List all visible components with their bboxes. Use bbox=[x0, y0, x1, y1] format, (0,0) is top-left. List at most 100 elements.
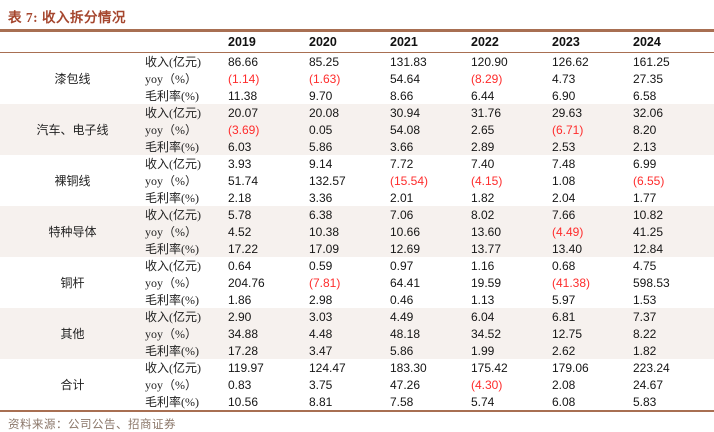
value-cell: (6.71) bbox=[552, 122, 584, 137]
category-cell: 裸铜线 bbox=[54, 174, 91, 188]
table-title: 表 7: 收入拆分情况 bbox=[8, 10, 126, 25]
value-cell: 17.28 bbox=[228, 343, 259, 358]
value-cell: 6.38 bbox=[309, 207, 333, 222]
table-row: yoy（%） (3.69) 0.05 54.08 2.65 (6.71) 8.20 bbox=[0, 121, 714, 138]
value-cell: 4.52 bbox=[228, 224, 252, 239]
value-cell: (15.54) bbox=[390, 173, 429, 188]
table-row: yoy（%） 204.76 (7.81) 64.41 19.59 (41.38) 598.5… bbox=[0, 274, 714, 291]
value-cell: 27.35 bbox=[633, 71, 664, 86]
value-cell: 34.88 bbox=[228, 326, 259, 341]
year-header: 2023 bbox=[552, 33, 633, 53]
value-cell: 6.58 bbox=[633, 88, 657, 103]
value-cell: (3.69) bbox=[228, 122, 260, 137]
value-cell: 3.66 bbox=[390, 139, 414, 154]
value-cell: 2.08 bbox=[552, 377, 576, 392]
value-cell: 2.89 bbox=[471, 139, 495, 154]
value-cell: (1.63) bbox=[309, 71, 341, 86]
value-cell: 1.99 bbox=[471, 343, 495, 358]
category-cell: 铜杆 bbox=[60, 276, 85, 290]
value-cell: 4.48 bbox=[309, 326, 333, 341]
metric-label: yoy（%） bbox=[145, 378, 197, 392]
value-cell: 51.74 bbox=[228, 173, 259, 188]
value-cell: 1.82 bbox=[471, 190, 495, 205]
metric-label: yoy（%） bbox=[145, 123, 197, 137]
value-cell: 13.60 bbox=[471, 224, 502, 239]
value-cell: 7.48 bbox=[552, 156, 576, 171]
value-cell: 119.97 bbox=[228, 360, 264, 375]
value-cell: 8.66 bbox=[390, 88, 414, 103]
value-cell: 31.76 bbox=[471, 105, 502, 120]
revenue-breakdown-table: 2019 2020 2021 2022 2023 2024 漆包线 收入(亿元) 8… bbox=[0, 33, 714, 410]
value-cell: 17.22 bbox=[228, 241, 259, 256]
value-cell: 12.69 bbox=[390, 241, 421, 256]
metric-label: 收入(亿元) bbox=[145, 55, 201, 69]
category-cell: 特种导体 bbox=[48, 225, 97, 239]
value-cell: 1.13 bbox=[471, 292, 495, 307]
value-cell: 3.75 bbox=[309, 377, 333, 392]
value-cell: 6.44 bbox=[471, 88, 495, 103]
metric-label: 毛利率(%) bbox=[145, 395, 199, 409]
metric-label: 收入(亿元) bbox=[145, 259, 201, 273]
value-cell: 598.53 bbox=[633, 275, 670, 290]
value-cell: 24.67 bbox=[633, 377, 664, 392]
value-cell: 6.08 bbox=[552, 394, 576, 409]
value-cell: 7.66 bbox=[552, 207, 576, 222]
value-cell: 3.36 bbox=[309, 190, 333, 205]
table-row: yoy（%） 34.88 4.48 48.18 34.52 12.75 8.22 bbox=[0, 325, 714, 342]
table-row: 汽车、电子线 收入(亿元) 20.07 20.08 30.94 31.76 29.63 32.… bbox=[0, 104, 714, 137]
year-header: 2020 bbox=[309, 33, 390, 53]
value-cell: 9.70 bbox=[309, 88, 333, 103]
metric-label: 收入(亿元) bbox=[145, 157, 201, 171]
value-cell: 4.49 bbox=[390, 309, 414, 324]
value-cell: 1.86 bbox=[228, 292, 252, 307]
metric-label: 毛利率(%) bbox=[145, 89, 199, 103]
value-cell: 48.18 bbox=[390, 326, 421, 341]
value-cell: 1.53 bbox=[633, 292, 657, 307]
metric-label: yoy（%） bbox=[145, 174, 197, 188]
value-cell: 3.93 bbox=[228, 156, 252, 171]
value-cell: 34.52 bbox=[471, 326, 502, 341]
year-header: 2024 bbox=[633, 33, 714, 53]
value-cell: 120.90 bbox=[471, 54, 508, 69]
value-cell: 8.20 bbox=[633, 122, 657, 137]
value-cell: (7.81) bbox=[309, 275, 341, 290]
value-cell: 0.46 bbox=[390, 292, 414, 307]
value-cell: 5.97 bbox=[552, 292, 576, 307]
value-cell: 13.40 bbox=[552, 241, 583, 256]
metric-label: 毛利率(%) bbox=[145, 242, 199, 256]
value-cell: 6.04 bbox=[471, 309, 495, 324]
metric-label: yoy（%） bbox=[145, 327, 197, 341]
value-cell: 10.56 bbox=[228, 394, 259, 409]
value-cell: 223.24 bbox=[633, 360, 670, 375]
metric-label: 收入(亿元) bbox=[145, 310, 201, 324]
value-cell: 7.06 bbox=[390, 207, 414, 222]
table-row: yoy（%） (1.14) (1.63) 54.64 (8.29) 4.73 27.35 bbox=[0, 70, 714, 87]
category-cell: 合计 bbox=[60, 378, 85, 392]
value-cell: 4.73 bbox=[552, 71, 576, 86]
value-cell: 0.97 bbox=[390, 258, 414, 273]
value-cell: 20.07 bbox=[228, 105, 259, 120]
value-cell: 5.86 bbox=[390, 343, 414, 358]
value-cell: 179.06 bbox=[552, 360, 589, 375]
table-body: 漆包线 收入(亿元) 86.66 85.25 131.83 120.90 126.62 161… bbox=[0, 53, 714, 411]
metric-label: yoy（%） bbox=[145, 72, 197, 86]
table-row: 铜杆 收入(亿元) 0.64 0.59 0.97 1.16 0.68 4.75 bbox=[0, 257, 714, 291]
value-cell: 41.25 bbox=[633, 224, 664, 239]
value-cell: 2.01 bbox=[390, 190, 414, 205]
header-row: 2019 2020 2021 2022 2023 2024 bbox=[0, 33, 714, 53]
value-cell: 0.05 bbox=[309, 122, 333, 137]
value-cell: 2.90 bbox=[228, 309, 252, 324]
value-cell: 8.22 bbox=[633, 326, 657, 341]
value-cell: (8.29) bbox=[471, 71, 503, 86]
value-cell: 12.84 bbox=[633, 241, 664, 256]
value-cell: 7.58 bbox=[390, 394, 414, 409]
value-cell: 9.14 bbox=[309, 156, 333, 171]
metric-label: 毛利率(%) bbox=[145, 191, 199, 205]
metric-label: 收入(亿元) bbox=[145, 208, 201, 222]
table-row: 毛利率(%) 17.28 3.47 5.86 1.99 2.62 1.82 bbox=[0, 342, 714, 359]
value-cell: 5.86 bbox=[309, 139, 333, 154]
table-row: yoy（%） 51.74 132.57 (15.54) (4.15) 1.08 (6.55) bbox=[0, 172, 714, 189]
value-cell: 5.78 bbox=[228, 207, 252, 222]
metric-label: yoy（%） bbox=[145, 276, 197, 290]
value-cell: 85.25 bbox=[309, 54, 340, 69]
